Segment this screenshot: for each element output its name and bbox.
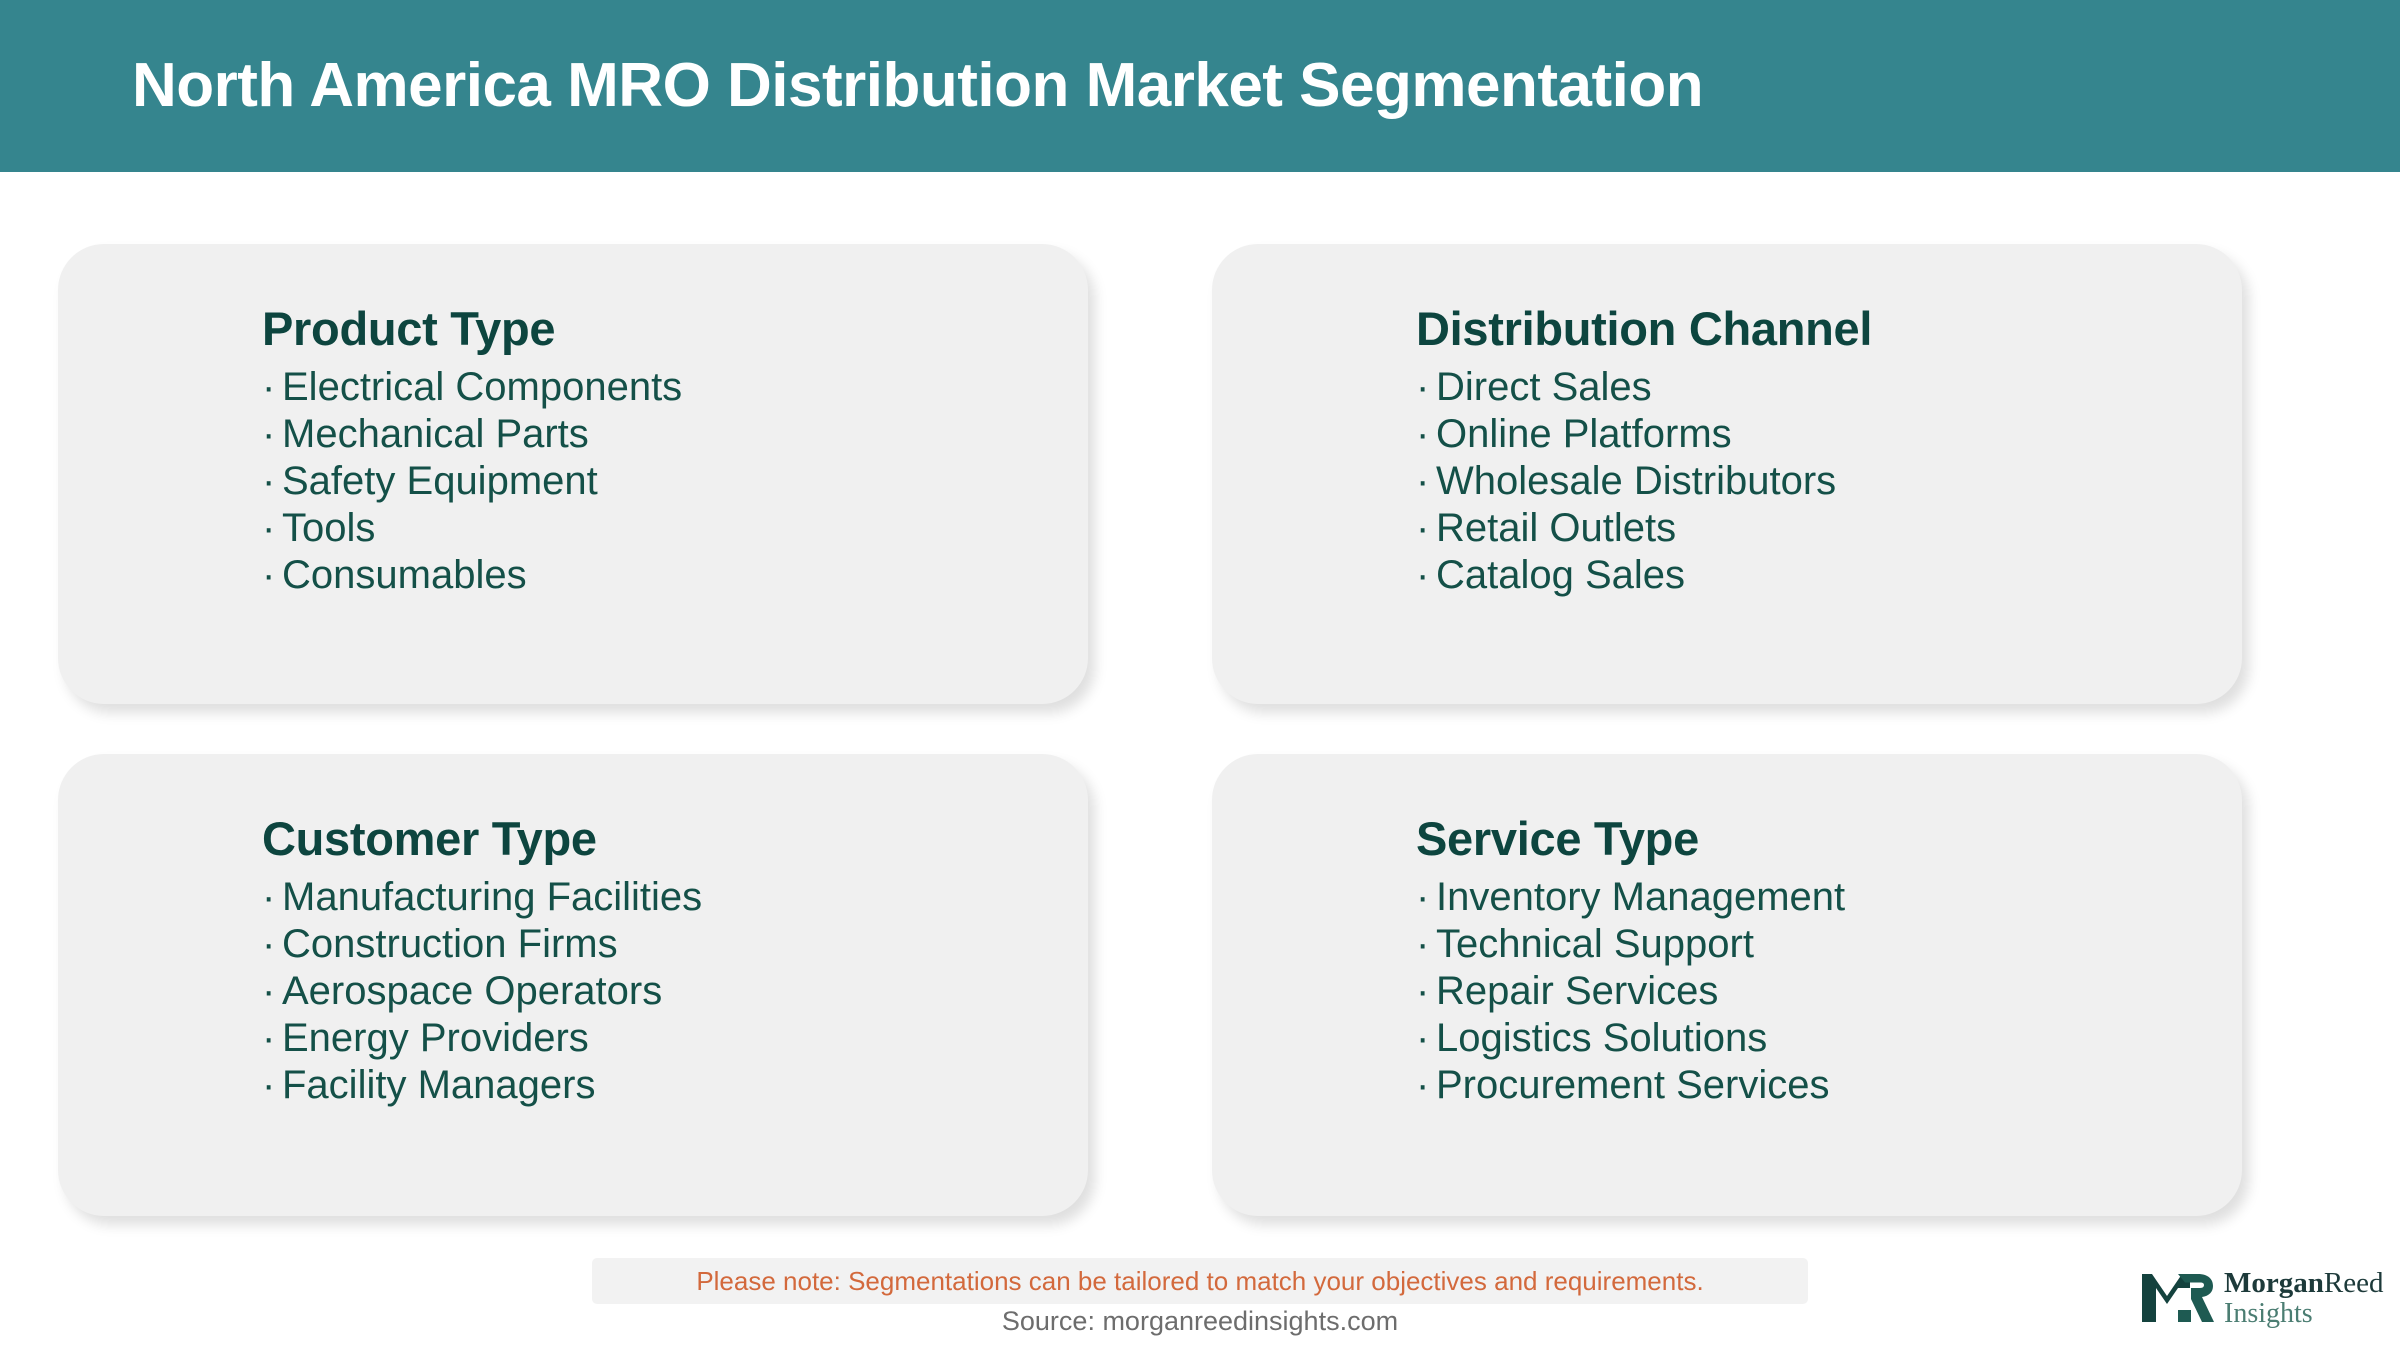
footer-note-text: Please note: Segmentations can be tailor… [696, 1265, 1704, 1296]
bullet-icon: · [262, 506, 276, 550]
bullet-icon: · [262, 1016, 276, 1060]
list-item: · Procurement Services [1416, 1062, 2202, 1108]
list-item-label: Electrical Components [282, 365, 683, 409]
list-item-label: Construction Firms [282, 922, 618, 966]
list-item-label: Direct Sales [1436, 365, 1652, 409]
bullet-icon: · [1416, 412, 1430, 456]
list-item: · Technical Support [1416, 921, 2202, 967]
list-item: · Consumables [262, 552, 1048, 598]
list-item-label: Logistics Solutions [1436, 1016, 1768, 1060]
segment-card-customer-type: Customer Type · Manufacturing Facilities … [58, 754, 1088, 1216]
card-item-list: · Electrical Components · Mechanical Parts… [262, 364, 1048, 598]
bullet-icon: · [262, 969, 276, 1013]
bullet-icon: · [1416, 553, 1430, 597]
bullet-icon: · [1416, 459, 1430, 503]
logo-name-regular: Reed [2323, 1267, 2384, 1299]
bullet-icon: · [262, 1063, 276, 1107]
list-item-label: Online Platforms [1436, 412, 1732, 456]
brand-logo: MorganReed Insights [2140, 1268, 2383, 1330]
list-item-label: Inventory Management [1436, 875, 1846, 919]
card-content: Service Type · Inventory Management · Tech… [1416, 810, 2202, 1109]
list-item-label: Energy Providers [282, 1016, 589, 1060]
card-content: Product Type · Electrical Components · Mec… [262, 300, 1048, 599]
list-item: · Inventory Management [1416, 874, 2202, 920]
list-item: · Tools [262, 505, 1048, 551]
footer-note-pill: Please note: Segmentations can be tailor… [592, 1258, 1808, 1304]
card-item-list: · Inventory Management · Technical Support… [1416, 874, 2202, 1108]
bullet-icon: · [1416, 875, 1430, 919]
bullet-icon: · [262, 365, 276, 409]
logo-tagline: Insights [2224, 1298, 2313, 1329]
list-item-label: Mechanical Parts [282, 412, 589, 456]
bullet-icon: · [1416, 365, 1430, 409]
list-item-label: Catalog Sales [1436, 553, 1686, 597]
header-bar: North America MRO Distribution Market Se… [0, 0, 2400, 172]
list-item-label: Repair Services [1436, 969, 1719, 1013]
list-item: · Catalog Sales [1416, 552, 2202, 598]
list-item: · Manufacturing Facilities [262, 874, 1048, 920]
logo-wordmark: MorganReed Insights [2224, 1267, 2383, 1329]
card-title: Distribution Channel [1416, 302, 1873, 355]
list-item: · Electrical Components [262, 364, 1048, 410]
list-item-label: Tools [282, 506, 376, 550]
list-item: · Safety Equipment [262, 458, 1048, 504]
bullet-icon: · [1416, 922, 1430, 966]
card-content: Customer Type · Manufacturing Facilities … [262, 810, 1048, 1109]
list-item-label: Consumables [282, 553, 527, 597]
list-item: · Construction Firms [262, 921, 1048, 967]
list-item: · Direct Sales [1416, 364, 2202, 410]
morganreed-monogram-icon [2142, 1274, 2214, 1322]
list-item-label: Facility Managers [282, 1063, 596, 1107]
card-content: Distribution Channel · Direct Sales · Onli… [1416, 300, 2202, 599]
card-title: Product Type [262, 302, 556, 355]
list-item: · Aerospace Operators [262, 968, 1048, 1014]
bullet-icon: · [1416, 969, 1430, 1013]
card-item-list: · Manufacturing Facilities · Construction … [262, 874, 1048, 1108]
list-item-label: Safety Equipment [282, 459, 598, 503]
list-item-label: Aerospace Operators [282, 969, 663, 1013]
list-item: · Facility Managers [262, 1062, 1048, 1108]
card-item-list: · Direct Sales · Online Platforms · Wholesa… [1416, 364, 2202, 598]
list-item: · Energy Providers [262, 1015, 1048, 1061]
bullet-icon: · [1416, 1063, 1430, 1107]
list-item-label: Technical Support [1436, 922, 1754, 966]
segment-card-service-type: Service Type · Inventory Management · Tech… [1212, 754, 2242, 1216]
footer-source-text: Source: morganreedinsights.com [1001, 1306, 1399, 1336]
list-item-label: Retail Outlets [1436, 506, 1677, 550]
bullet-icon: · [1416, 506, 1430, 550]
logo-company-name: MorganReed [2224, 1267, 2383, 1299]
list-item: · Logistics Solutions [1416, 1015, 2202, 1061]
page-title: North America MRO Distribution Market Se… [132, 51, 1704, 120]
segment-card-distribution-channel: Distribution Channel · Direct Sales · Onli… [1212, 244, 2242, 704]
list-item-label: Manufacturing Facilities [282, 875, 703, 919]
logo-name-bold: Morgan [2224, 1267, 2324, 1299]
card-title: Service Type [1416, 812, 1699, 865]
list-item: · Repair Services [1416, 968, 2202, 1014]
list-item: · Mechanical Parts [262, 411, 1048, 457]
bullet-icon: · [1416, 1016, 1430, 1060]
bullet-icon: · [262, 553, 276, 597]
bullet-icon: · [262, 459, 276, 503]
segment-card-product-type: Product Type · Electrical Components · Mec… [58, 244, 1088, 704]
bullet-icon: · [262, 412, 276, 456]
bullet-icon: · [262, 922, 276, 966]
list-item-label: Procurement Services [1436, 1063, 1830, 1107]
card-title: Customer Type [262, 812, 597, 865]
list-item: · Retail Outlets [1416, 505, 2202, 551]
list-item: · Wholesale Distributors [1416, 458, 2202, 504]
list-item-label: Wholesale Distributors [1436, 459, 1837, 503]
bullet-icon: · [262, 875, 276, 919]
list-item: · Online Platforms [1416, 411, 2202, 457]
